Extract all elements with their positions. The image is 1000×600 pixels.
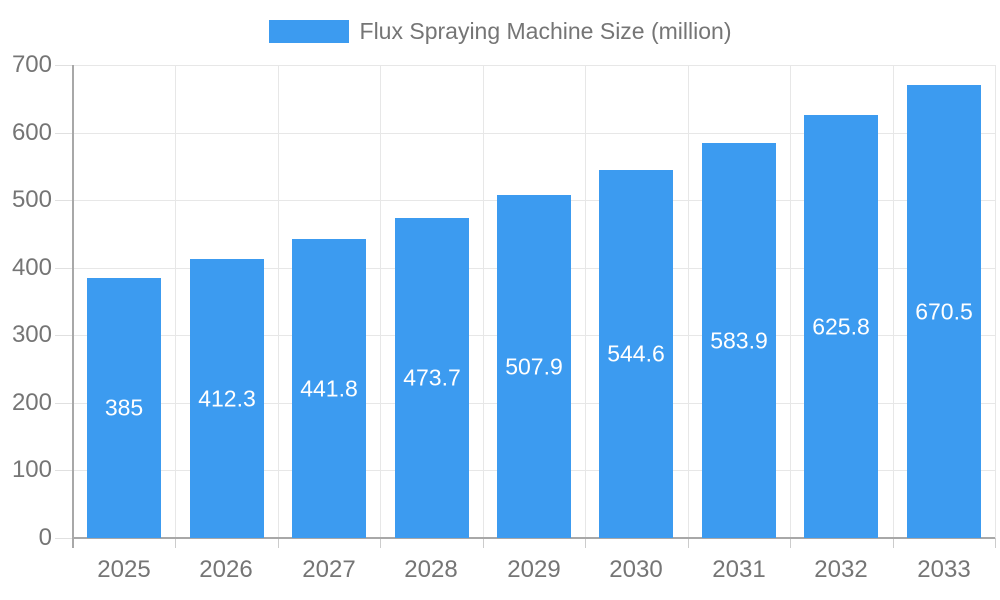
y-axis-tick — [55, 538, 73, 539]
y-axis-label: 600 — [11, 119, 52, 146]
x-axis-tick — [893, 538, 894, 548]
bar-2031[interactable] — [702, 143, 776, 538]
bar-2032[interactable] — [804, 115, 878, 538]
y-axis-tick — [55, 268, 73, 269]
x-axis-label: 2029 — [507, 556, 561, 583]
x-axis-label: 2030 — [609, 556, 663, 583]
x-axis-tick — [790, 538, 791, 548]
bar-value-label: 412.3 — [198, 385, 256, 412]
gridline-vertical — [995, 65, 996, 538]
y-axis-label: 0 — [38, 524, 52, 551]
x-axis-label: 2032 — [814, 556, 868, 583]
bar-value-label: 473.7 — [403, 364, 461, 391]
legend[interactable]: Flux Spraying Machine Size (million) — [0, 18, 1000, 45]
gridline-vertical — [893, 65, 894, 538]
gridline-vertical — [278, 65, 279, 538]
gridline-vertical — [790, 65, 791, 538]
bar-value-label: 583.9 — [710, 327, 768, 354]
y-axis-tick — [55, 200, 73, 201]
y-axis-tick — [55, 65, 73, 66]
bar-2028[interactable] — [395, 218, 469, 538]
x-axis-tick — [995, 538, 996, 548]
x-axis-line — [73, 537, 995, 539]
x-axis-label: 2027 — [302, 556, 356, 583]
x-axis-tick — [278, 538, 279, 548]
bar-value-label: 670.5 — [915, 298, 973, 325]
x-axis-label: 2026 — [199, 556, 253, 583]
bar-value-label: 385 — [104, 394, 144, 421]
x-axis-tick — [380, 538, 381, 548]
bar-2027[interactable] — [292, 239, 366, 538]
y-axis-tick — [55, 133, 73, 134]
y-axis-label: 500 — [11, 186, 52, 213]
gridline-horizontal — [73, 65, 995, 66]
bar-2030[interactable] — [599, 170, 673, 538]
y-axis-label: 700 — [11, 51, 52, 78]
x-axis-tick — [175, 538, 176, 548]
gridline-vertical — [175, 65, 176, 538]
gridline-vertical — [585, 65, 586, 538]
legend-swatch-icon — [268, 20, 349, 43]
x-axis-label: 2028 — [404, 556, 458, 583]
bar-2026[interactable] — [190, 259, 264, 538]
y-axis-label: 100 — [11, 456, 52, 483]
bar-2029[interactable] — [497, 195, 571, 538]
x-axis-tick — [585, 538, 586, 548]
bar-value-label: 507.9 — [505, 353, 563, 380]
bar-value-label: 544.6 — [607, 340, 665, 367]
gridline-vertical — [688, 65, 689, 538]
y-axis-line — [72, 65, 74, 548]
x-axis-tick — [688, 538, 689, 548]
bar-2033[interactable] — [907, 85, 981, 538]
x-axis-tick — [483, 538, 484, 548]
legend-label: Flux Spraying Machine Size (million) — [359, 18, 732, 44]
x-axis-label: 2031 — [712, 556, 766, 583]
gridline-vertical — [483, 65, 484, 538]
y-axis-label: 300 — [11, 321, 52, 348]
y-axis-tick — [55, 470, 73, 471]
bar-value-label: 441.8 — [300, 375, 358, 402]
y-axis-label: 400 — [11, 254, 52, 281]
bar-2025[interactable] — [87, 278, 161, 538]
y-axis-tick — [55, 335, 73, 336]
y-axis-tick — [55, 403, 73, 404]
gridline-horizontal — [73, 133, 995, 134]
x-axis-label: 2025 — [97, 556, 151, 583]
y-axis-label: 200 — [11, 389, 52, 416]
bar-value-label: 625.8 — [812, 313, 870, 340]
x-axis-label: 2033 — [917, 556, 971, 583]
gridline-vertical — [380, 65, 381, 538]
